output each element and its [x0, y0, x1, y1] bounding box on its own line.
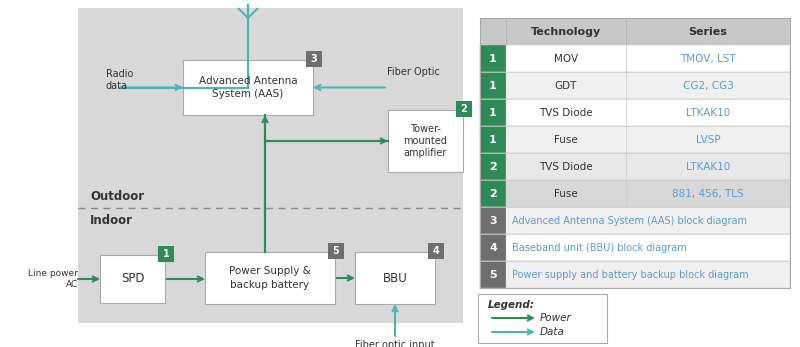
- Bar: [480, 153, 506, 180]
- Text: Indoor: Indoor: [90, 213, 133, 227]
- Text: TMOV, LST: TMOV, LST: [680, 53, 736, 64]
- Bar: [480, 153, 790, 180]
- Bar: [480, 261, 790, 288]
- Text: Advanced Antenna System (AAS) block diagram: Advanced Antenna System (AAS) block diag…: [512, 215, 747, 226]
- Text: Radio
data: Radio data: [106, 69, 134, 91]
- Text: Line power
AC: Line power AC: [28, 269, 78, 289]
- Text: LTKAK10: LTKAK10: [686, 161, 730, 171]
- Text: Baseband unit (BBU) block diagram: Baseband unit (BBU) block diagram: [512, 243, 686, 253]
- Text: LTKAK10: LTKAK10: [686, 108, 730, 118]
- Bar: [480, 180, 506, 207]
- Bar: [306, 51, 322, 67]
- Bar: [480, 234, 506, 261]
- Bar: [78, 8, 463, 323]
- Text: 1: 1: [489, 81, 497, 91]
- FancyBboxPatch shape: [205, 252, 335, 304]
- Text: Power Supply &
backup battery: Power Supply & backup battery: [229, 266, 311, 290]
- FancyBboxPatch shape: [355, 252, 435, 304]
- Text: Outdoor: Outdoor: [90, 189, 144, 203]
- Text: 4: 4: [433, 246, 439, 256]
- Text: Fuse: Fuse: [554, 135, 578, 144]
- Text: 2: 2: [489, 161, 497, 171]
- Text: LVSP: LVSP: [696, 135, 720, 144]
- Bar: [480, 72, 790, 99]
- FancyBboxPatch shape: [388, 110, 463, 172]
- Text: 3: 3: [310, 54, 318, 64]
- Text: Series: Series: [689, 26, 727, 36]
- Text: Data: Data: [540, 327, 565, 337]
- Text: Fiber optic input: Fiber optic input: [355, 340, 435, 347]
- Text: 2: 2: [489, 188, 497, 198]
- Text: 881, 456, TLS: 881, 456, TLS: [672, 188, 744, 198]
- Text: Fuse: Fuse: [554, 188, 578, 198]
- Text: Power: Power: [540, 313, 572, 323]
- Bar: [480, 126, 790, 153]
- Text: CG2, CG3: CG2, CG3: [682, 81, 734, 91]
- Bar: [480, 45, 790, 72]
- Text: BBU: BBU: [382, 271, 407, 285]
- Bar: [480, 207, 506, 234]
- Text: 2: 2: [461, 104, 467, 114]
- Bar: [480, 234, 790, 261]
- Text: 1: 1: [489, 135, 497, 144]
- Bar: [158, 246, 174, 262]
- Bar: [480, 99, 506, 126]
- Text: Technology: Technology: [531, 26, 601, 36]
- Bar: [480, 207, 790, 234]
- FancyBboxPatch shape: [100, 255, 165, 303]
- Bar: [480, 18, 790, 45]
- FancyBboxPatch shape: [478, 294, 607, 343]
- Text: MOV: MOV: [554, 53, 578, 64]
- Text: Advanced Antenna
System (AAS): Advanced Antenna System (AAS): [198, 76, 298, 99]
- Bar: [480, 261, 506, 288]
- Text: 1: 1: [489, 108, 497, 118]
- Text: Tower-
mounted
amplifier: Tower- mounted amplifier: [403, 124, 447, 158]
- Text: TVS Diode: TVS Diode: [539, 161, 593, 171]
- Text: 3: 3: [489, 215, 497, 226]
- Text: SPD: SPD: [121, 272, 144, 286]
- Bar: [328, 243, 344, 259]
- Bar: [480, 18, 790, 288]
- Text: Power supply and battery backup block diagram: Power supply and battery backup block di…: [512, 270, 749, 279]
- Bar: [480, 180, 790, 207]
- Bar: [480, 72, 506, 99]
- Text: 1: 1: [162, 249, 170, 259]
- Text: Fiber Optic: Fiber Optic: [387, 67, 440, 76]
- Bar: [480, 45, 506, 72]
- FancyBboxPatch shape: [183, 60, 313, 115]
- Text: GDT: GDT: [555, 81, 577, 91]
- Text: 5: 5: [333, 246, 339, 256]
- Bar: [480, 99, 790, 126]
- Text: 1: 1: [489, 53, 497, 64]
- Text: TVS Diode: TVS Diode: [539, 108, 593, 118]
- Text: 5: 5: [489, 270, 497, 279]
- Bar: [480, 126, 506, 153]
- Bar: [428, 243, 444, 259]
- Bar: [456, 101, 472, 117]
- Text: Legend:: Legend:: [488, 300, 535, 310]
- Text: 4: 4: [489, 243, 497, 253]
